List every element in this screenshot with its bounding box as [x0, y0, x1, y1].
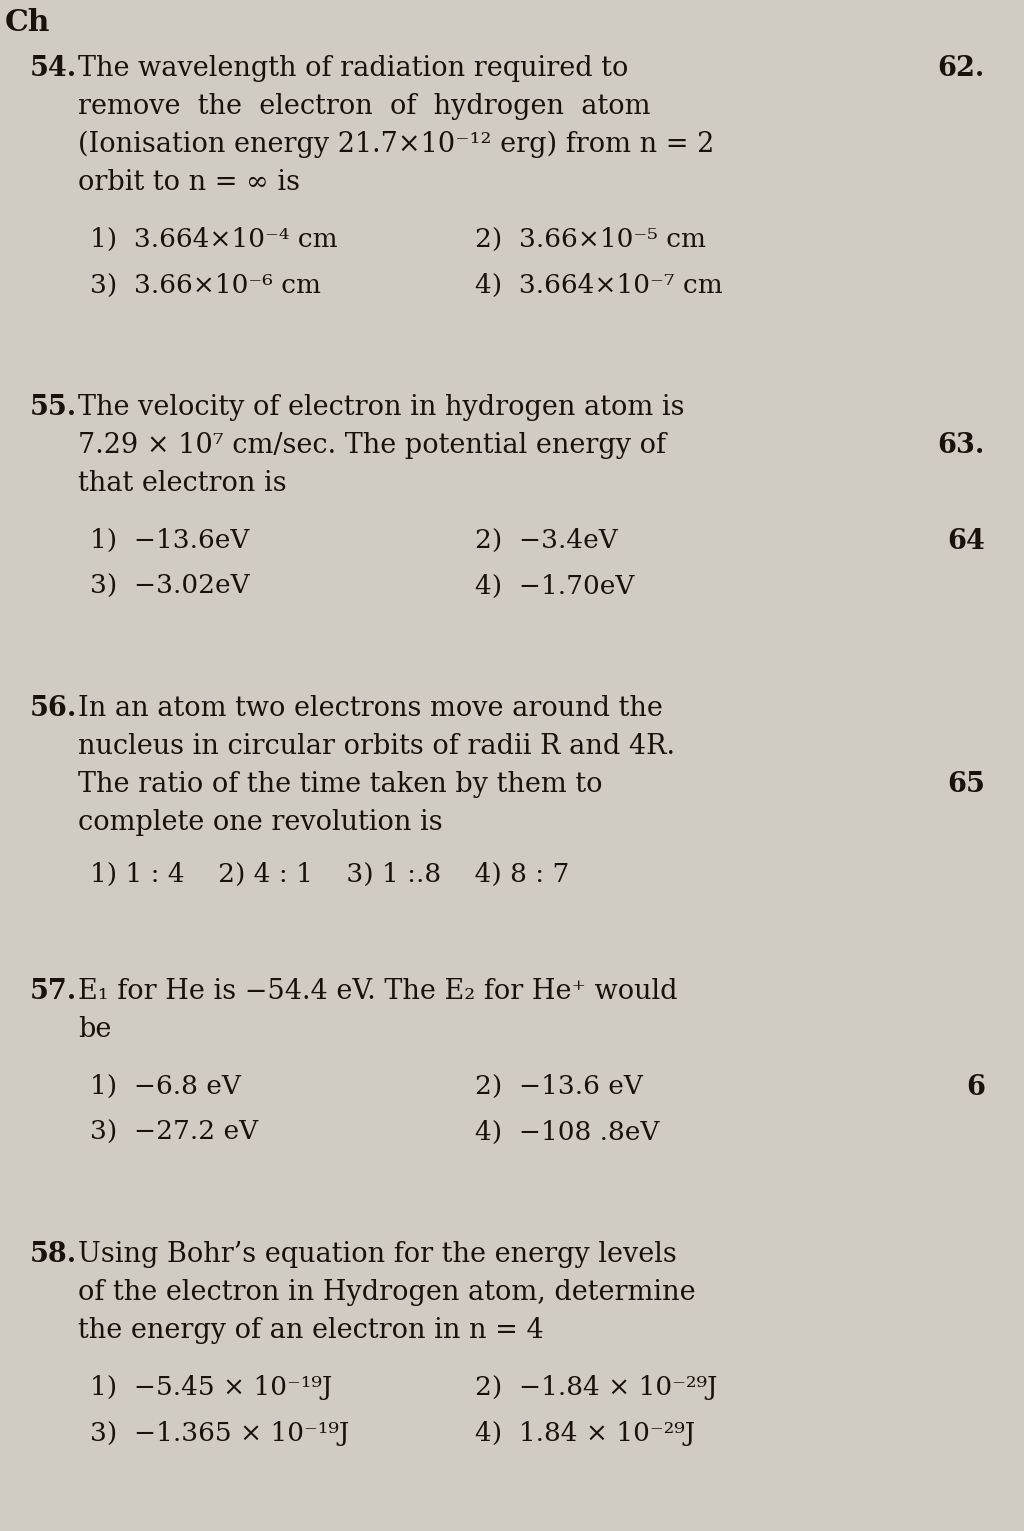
Text: 4)  1.84 × 10⁻²⁹J: 4) 1.84 × 10⁻²⁹J — [475, 1421, 695, 1445]
Text: 1) 1 : 4    2) 4 : 1    3) 1 :.8    4) 8 : 7: 1) 1 : 4 2) 4 : 1 3) 1 :.8 4) 8 : 7 — [90, 862, 569, 886]
Text: (Ionisation energy 21.7×10⁻¹² erg) from n = 2: (Ionisation energy 21.7×10⁻¹² erg) from … — [78, 132, 715, 158]
Text: 6: 6 — [966, 1075, 985, 1101]
Text: 62.: 62. — [938, 55, 985, 83]
Text: 57.: 57. — [30, 978, 77, 1004]
Text: The velocity of electron in hydrogen atom is: The velocity of electron in hydrogen ato… — [78, 393, 684, 421]
Text: be: be — [78, 1017, 112, 1043]
Text: Ch: Ch — [5, 8, 50, 37]
Text: 2)  −3.4eV: 2) −3.4eV — [475, 528, 617, 553]
Text: Using Bohr’s equation for the energy levels: Using Bohr’s equation for the energy lev… — [78, 1242, 677, 1268]
Text: of the electron in Hydrogen atom, determine: of the electron in Hydrogen atom, determ… — [78, 1278, 695, 1306]
Text: 56.: 56. — [30, 695, 78, 723]
Text: The ratio of the time taken by them to: The ratio of the time taken by them to — [78, 772, 602, 798]
Text: 65: 65 — [947, 772, 985, 798]
Text: 63.: 63. — [938, 432, 985, 459]
Text: 2)  −13.6 eV: 2) −13.6 eV — [475, 1075, 643, 1099]
Text: that electron is: that electron is — [78, 470, 287, 498]
Text: 1)  3.664×10⁻⁴ cm: 1) 3.664×10⁻⁴ cm — [90, 227, 338, 253]
Text: 2)  3.66×10⁻⁵ cm: 2) 3.66×10⁻⁵ cm — [475, 227, 706, 253]
Text: 7.29 × 10⁷ cm/sec. The potential energy of: 7.29 × 10⁷ cm/sec. The potential energy … — [78, 432, 666, 459]
Text: 1)  −13.6eV: 1) −13.6eV — [90, 528, 250, 553]
Text: 55.: 55. — [30, 393, 77, 421]
Text: 1)  −5.45 × 10⁻¹⁹J: 1) −5.45 × 10⁻¹⁹J — [90, 1375, 333, 1399]
Text: 4)  −108 .8eV: 4) −108 .8eV — [475, 1121, 659, 1145]
Text: 3)  −3.02eV: 3) −3.02eV — [90, 574, 250, 599]
Text: 4)  −1.70eV: 4) −1.70eV — [475, 574, 635, 599]
Text: In an atom two electrons move around the: In an atom two electrons move around the — [78, 695, 663, 723]
Text: 2)  −1.84 × 10⁻²⁹J: 2) −1.84 × 10⁻²⁹J — [475, 1375, 718, 1399]
Text: 3)  −1.365 × 10⁻¹⁹J: 3) −1.365 × 10⁻¹⁹J — [90, 1421, 349, 1445]
Text: 4)  3.664×10⁻⁷ cm: 4) 3.664×10⁻⁷ cm — [475, 273, 723, 299]
Text: 54.: 54. — [30, 55, 77, 83]
Text: 3)  3.66×10⁻⁶ cm: 3) 3.66×10⁻⁶ cm — [90, 273, 321, 299]
Text: 64: 64 — [947, 528, 985, 556]
Text: E₁ for He is −54.4 eV. The E₂ for He⁺ would: E₁ for He is −54.4 eV. The E₂ for He⁺ wo… — [78, 978, 678, 1004]
Text: 1)  −6.8 eV: 1) −6.8 eV — [90, 1075, 241, 1099]
Text: the energy of an electron in n = 4: the energy of an electron in n = 4 — [78, 1317, 544, 1344]
Text: complete one revolution is: complete one revolution is — [78, 808, 442, 836]
Text: remove  the  electron  of  hydrogen  atom: remove the electron of hydrogen atom — [78, 93, 650, 119]
Text: 3)  −27.2 eV: 3) −27.2 eV — [90, 1121, 258, 1145]
Text: nucleus in circular orbits of radii R and 4R.: nucleus in circular orbits of radii R an… — [78, 733, 675, 759]
Text: orbit to n = ∞ is: orbit to n = ∞ is — [78, 168, 300, 196]
Text: 58.: 58. — [30, 1242, 77, 1268]
Text: The wavelength of radiation required to: The wavelength of radiation required to — [78, 55, 629, 83]
